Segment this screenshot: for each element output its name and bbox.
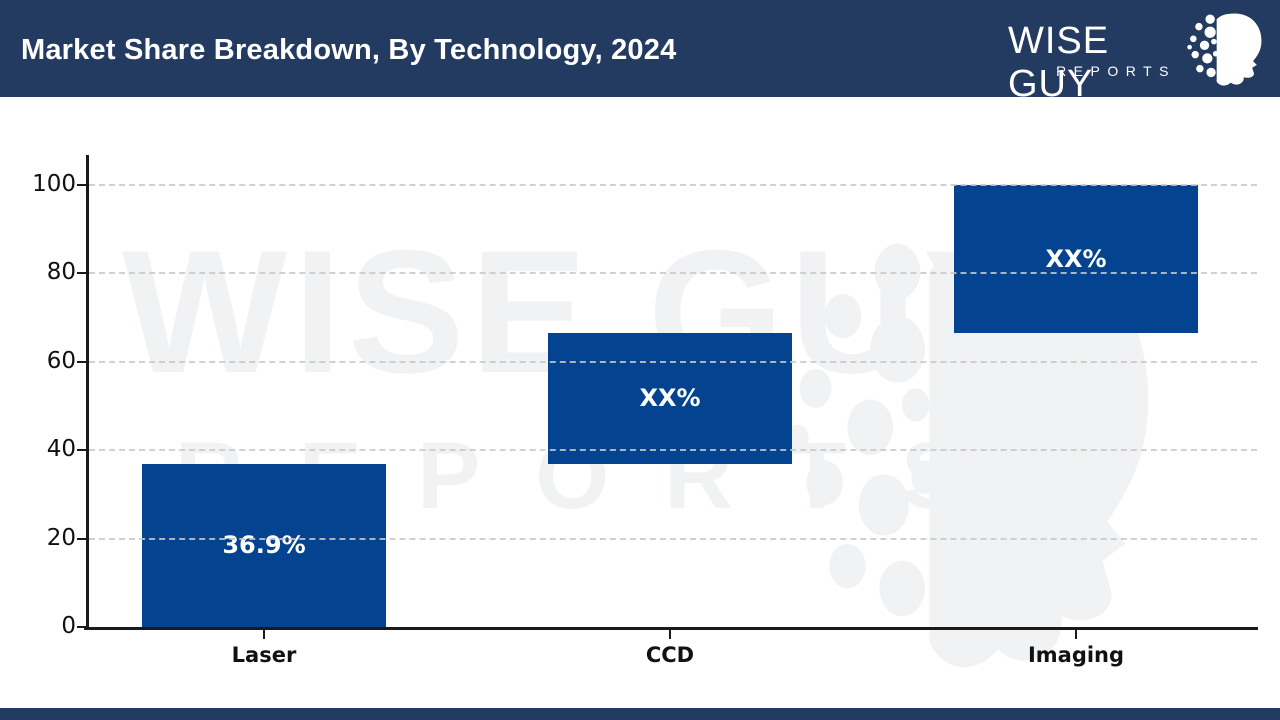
y-tick-label-60: 60: [46, 347, 76, 374]
bar-ccd: XX%: [548, 333, 792, 464]
y-tick-label-40: 40: [46, 436, 76, 463]
y-tick-label-100: 100: [32, 171, 76, 197]
gridline-y60: [89, 360, 1257, 363]
y-tick-mark-0: [77, 626, 86, 628]
gridline-y100: [89, 184, 1257, 186]
wiseguy-face-icon: [1187, 13, 1262, 86]
bar-value-label-ccd: XX%: [639, 384, 701, 413]
x-axis-line: [84, 627, 1258, 630]
gridline-y20: [89, 537, 1257, 540]
y-tick-mark-40: [77, 449, 86, 452]
logo-subtitle: REPORTS: [1056, 63, 1176, 79]
y-tick-label-20: 20: [46, 524, 76, 551]
header-band: Market Share Breakdown, By Technology, 2…: [0, 0, 1280, 105]
footer-band: [0, 708, 1280, 720]
x-category-label-laser: Laser: [231, 643, 297, 667]
bar-value-label-laser: 36.9%: [222, 531, 306, 560]
y-axis-line: [86, 155, 89, 630]
y-tick-mark-20: [77, 537, 86, 540]
watermark-face-icon: [785, 238, 1149, 668]
logo-wordmark: WISE GUY: [1008, 20, 1110, 105]
x-tick-mark-imaging: [1075, 630, 1077, 639]
bar-imaging: XX%: [954, 185, 1198, 334]
x-category-label-ccd: CCD: [645, 643, 695, 667]
y-tick-label-0: 0: [61, 613, 76, 639]
x-category-label-imaging: Imaging: [1027, 643, 1125, 667]
bar-value-label-imaging: XX%: [1045, 245, 1107, 274]
y-tick-mark-80: [77, 272, 86, 275]
gridline-y80: [89, 272, 1257, 275]
x-tick-mark-laser: [263, 630, 265, 639]
y-tick-label-80: 80: [46, 259, 76, 286]
y-tick-mark-60: [77, 360, 86, 363]
wiseguy-logo: WISE GUY REPORTS: [1008, 6, 1268, 105]
page-title: Market Share Breakdown, By Technology, 2…: [21, 34, 677, 66]
x-tick-mark-ccd: [669, 630, 671, 639]
chart-canvas: WISE GUY REPORTS 0 20 40 60 80 100 36.9% Laser X…: [0, 97, 1280, 708]
y-tick-mark-100: [77, 184, 86, 186]
bar-laser: 36.9%: [142, 463, 386, 627]
gridline-y40: [89, 449, 1257, 452]
